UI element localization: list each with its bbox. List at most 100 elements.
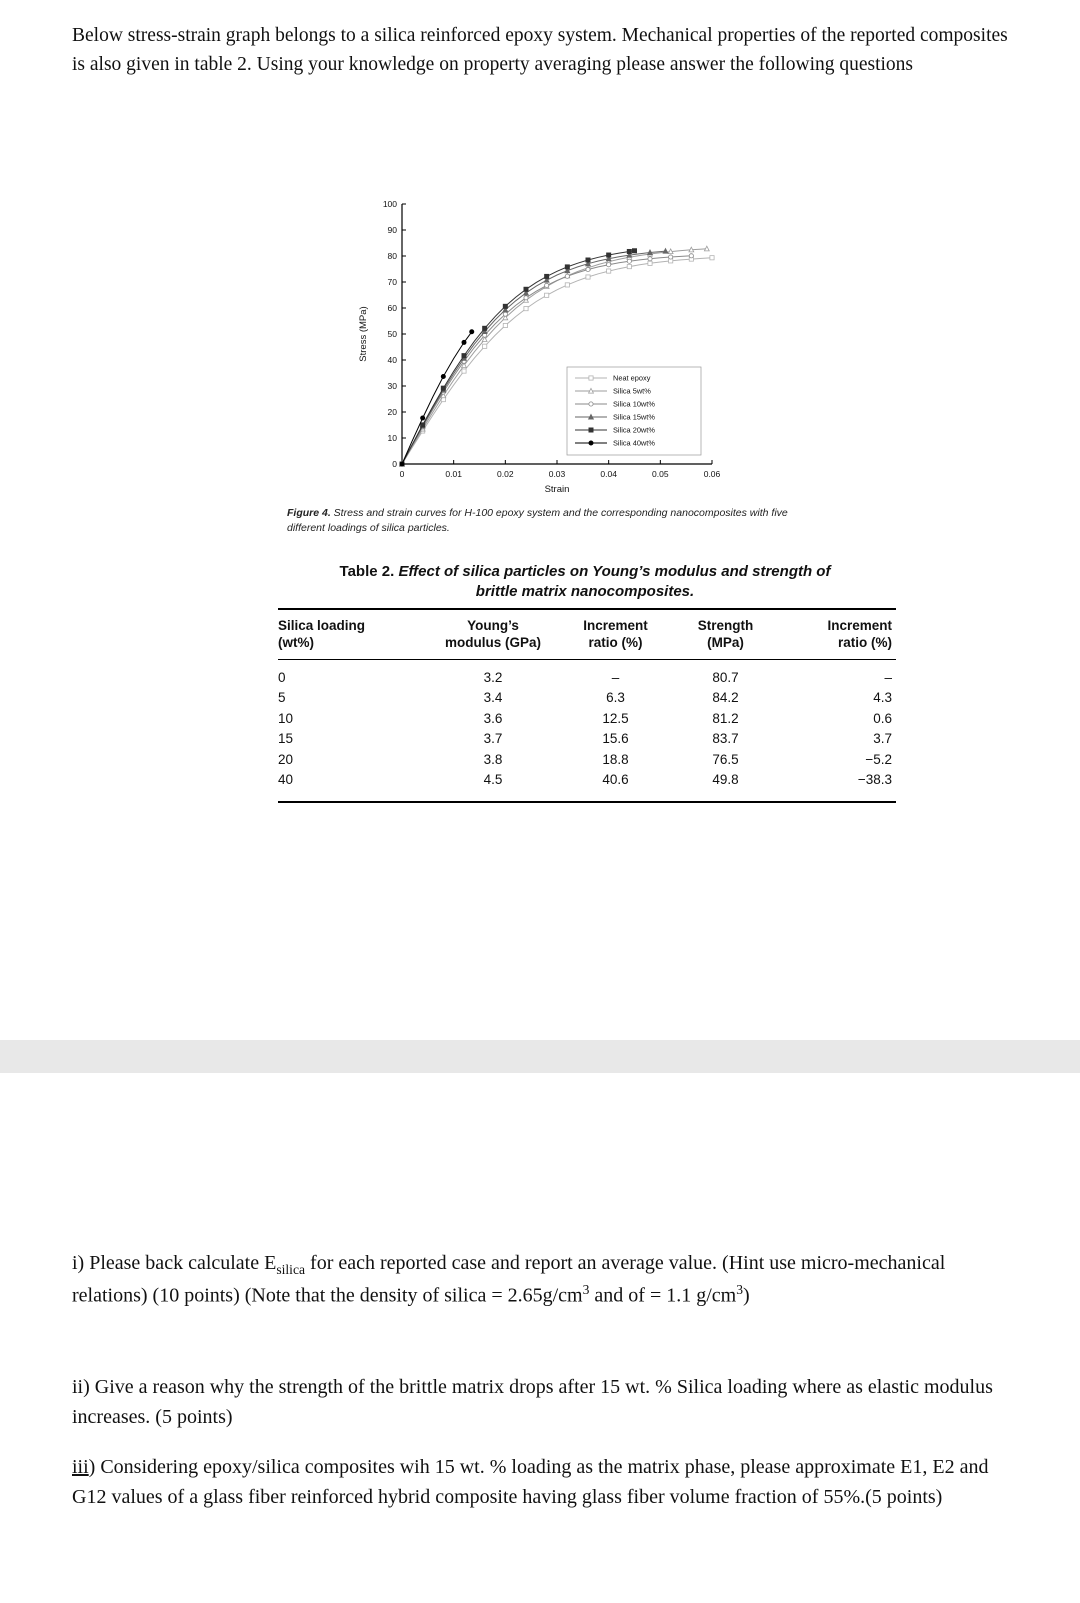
header-line: (wt%) [278, 634, 314, 650]
svg-text:0.03: 0.03 [549, 469, 566, 479]
cm3-superscript: 3 [736, 1282, 744, 1298]
svg-text:0: 0 [400, 469, 405, 479]
question-iii: iii) Considering epoxy/silica composites… [72, 1452, 1024, 1512]
question-iii-numeral: iii [72, 1456, 89, 1478]
question-i-text: i) Please back calculate E [72, 1252, 277, 1274]
svg-text:90: 90 [388, 225, 398, 235]
table-cell: 3.6 [483, 710, 503, 726]
table-cell: 12.5 [602, 710, 629, 726]
svg-text:0: 0 [392, 459, 397, 469]
table-cell: 5 [278, 690, 286, 706]
header-line: ratio (%) [838, 634, 892, 650]
table-cell: 3.4 [483, 690, 503, 706]
table-cell: 3.7 [873, 731, 892, 747]
table-body: 0 3.2 – 80.7 – 5 3.4 6.3 84.2 4.3 10 3.6 12.5 81.2 0.6… [278, 660, 896, 801]
table-row: 10 3.6 12.5 81.2 0.6 [278, 709, 896, 730]
table-cell: 15.6 [602, 731, 629, 747]
svg-text:70: 70 [388, 277, 398, 287]
legend-label: Silica 40wt% [613, 439, 655, 448]
svg-text:100: 100 [383, 199, 397, 209]
header-line: Silica loading [278, 618, 366, 633]
svg-text:0.01: 0.01 [445, 469, 462, 479]
table-header-cell: Strength (MPa) [673, 618, 778, 652]
question-ii: ii) Give a reason why the strength of th… [72, 1376, 993, 1428]
table-title: Table 2. Effect of silica particles on Y… [320, 562, 850, 603]
table-row: 20 3.8 18.8 76.5 −5.2 [278, 750, 896, 771]
legend-label: Silica 10wt% [613, 400, 655, 409]
table-cell: 40.6 [602, 772, 629, 788]
legend-label: Neat epoxy [613, 374, 651, 383]
table-title-label: Table 2. [339, 563, 395, 580]
table-cell: −5.2 [865, 751, 892, 767]
table-cell: 80.7 [712, 669, 739, 685]
table-header: Silica loading (wt%) Young’s modulus (GPa) I… [278, 610, 896, 660]
header-line: Strength [697, 618, 754, 633]
table-cell: 49.8 [712, 772, 739, 788]
table-cell: 4.3 [873, 690, 892, 706]
x-axis-label: Strain [545, 484, 570, 495]
e-silica-subscript: silica [276, 1262, 306, 1277]
header-line: modulus (GPa) [444, 634, 541, 650]
svg-text:0.06: 0.06 [704, 469, 721, 479]
intro-paragraph: Below stress-strain graph belongs to a s… [72, 25, 1008, 75]
header-line: Increment [583, 618, 648, 633]
table-header-cell: Increment ratio (%) [558, 618, 673, 652]
figure-caption-label: Figure 4. [287, 507, 331, 519]
page-break-band [0, 1040, 1080, 1073]
svg-text:10: 10 [388, 433, 398, 443]
series-neat-epoxy [401, 257, 713, 465]
table-cell: −38.3 [857, 772, 892, 788]
table-header-cell: Increment ratio (%) [778, 618, 896, 652]
table-cell: 83.7 [712, 731, 739, 747]
svg-text:30: 30 [388, 381, 398, 391]
question-i-text: and of = 1.1 g/cm [589, 1285, 737, 1308]
table-cell: – [884, 669, 892, 685]
table-row: 15 3.7 15.6 83.7 3.7 [278, 729, 896, 750]
table-cell: 4.5 [483, 772, 503, 788]
svg-text:40: 40 [388, 355, 398, 365]
table-row: 5 3.4 6.3 84.2 4.3 [278, 688, 896, 709]
table-cell: 81.2 [712, 710, 739, 726]
question-i: i) Please back calculate Esilica for eac… [72, 1248, 1024, 1311]
svg-text:0.05: 0.05 [652, 469, 669, 479]
table-cell: 10 [278, 710, 294, 726]
question-iii-text: ) Considering epoxy/silica composites wi… [72, 1456, 989, 1508]
table-row: 40 4.5 40.6 49.8 −38.3 [278, 770, 896, 791]
table-cell: 84.2 [712, 690, 739, 706]
series-silica-40wt- [401, 331, 473, 465]
table-header-row: Silica loading (wt%) Young’s modulus (GPa) I… [278, 618, 896, 652]
cm3-superscript: 3 [582, 1282, 590, 1298]
svg-text:60: 60 [388, 303, 398, 313]
svg-text:0.04: 0.04 [600, 469, 617, 479]
stress-strain-chart: 0 10 20 30 40 50 60 70 80 90 100 0 0.01 0.02 0.03 0.04 0… [352, 192, 732, 497]
svg-text:50: 50 [388, 329, 398, 339]
table-header-cell: Young’s modulus (GPa) [428, 618, 558, 652]
table-cell: 3.8 [483, 751, 503, 767]
header-line: ratio (%) [588, 634, 643, 650]
table-cell: 20 [278, 751, 294, 767]
table-cell: – [611, 669, 620, 685]
table-row: 0 3.2 – 80.7 – [278, 668, 896, 689]
table-cell: 0.6 [873, 710, 892, 726]
table-title-text: Effect of silica particles on Young’s mo… [394, 563, 831, 601]
table-cell: 0 [278, 669, 286, 685]
chart-svg: 0 10 20 30 40 50 60 70 80 90 100 0 0.01 0.02 0.03 0.04 0… [358, 199, 721, 495]
question-i-text: for each reported case and report an ave… [72, 1252, 946, 1308]
legend-label: Silica 5wt% [613, 387, 651, 396]
chart-legend: Neat epoxy Silica 5wt% Silica 10wt% Silica … [566, 366, 702, 456]
table-cell: 40 [278, 772, 294, 788]
series-silica-15wt- [401, 250, 666, 465]
properties-table: Silica loading (wt%) Young’s modulus (GPa) I… [278, 608, 896, 803]
figure-caption: Figure 4. Stress and strain curves for H… [287, 506, 827, 535]
table-header-cell: Silica loading (wt%) [278, 618, 428, 652]
table-cell: 15 [278, 731, 294, 747]
table-cell: 76.5 [712, 751, 739, 767]
table-cell: 18.8 [602, 751, 629, 767]
table-cell: 3.7 [483, 731, 503, 747]
table-cell: 3.2 [483, 669, 503, 685]
table-cell: 6.3 [606, 690, 625, 706]
y-axis-label: Stress (MPa) [358, 306, 369, 361]
legend-label: Silica 15wt% [613, 413, 655, 422]
svg-text:20: 20 [388, 407, 398, 417]
header-line: Young’s [467, 618, 519, 633]
